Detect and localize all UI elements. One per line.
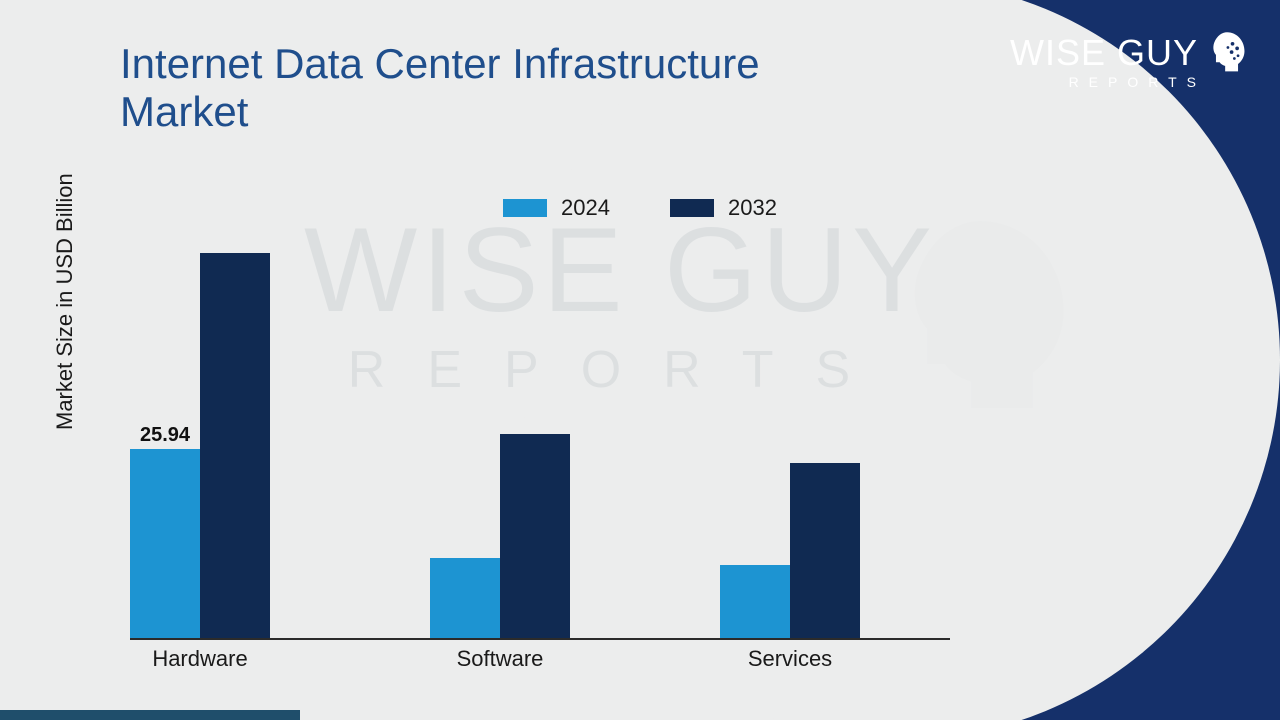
y-axis-label: Market Size in USD Billion <box>52 173 78 430</box>
category-label: Software <box>457 646 544 672</box>
bottom-accent-bar <box>0 710 300 720</box>
category-label: Services <box>748 646 832 672</box>
brand-logo: WISE GUY REPORTS <box>990 30 1250 90</box>
category-label: Hardware <box>152 646 247 672</box>
bar-2024-hardware <box>130 449 200 638</box>
bar-2024-software <box>430 558 500 638</box>
legend-swatch-2032 <box>670 199 714 217</box>
brand-logo-text1: WISE GUY <box>1010 32 1198 74</box>
legend-label-2024: 2024 <box>561 195 610 221</box>
bar-2032-services <box>790 463 860 638</box>
legend-swatch-2024 <box>503 199 547 217</box>
brand-logo-line1: WISE GUY <box>990 30 1250 76</box>
brand-head-icon <box>1204 30 1250 76</box>
legend-item-2024: 2024 <box>503 195 610 221</box>
chart-title: Internet Data Center Infrastructure Mark… <box>120 40 880 137</box>
chart-legend: 2024 2032 <box>0 195 1280 221</box>
legend-item-2032: 2032 <box>670 195 777 221</box>
bar-2024-services <box>720 565 790 638</box>
bar-value-label: 25.94 <box>125 424 205 447</box>
brand-logo-line2: REPORTS <box>990 74 1250 90</box>
bar-2032-software <box>500 434 570 638</box>
x-axis-line <box>130 638 950 640</box>
legend-label-2032: 2032 <box>728 195 777 221</box>
bar-2032-hardware <box>200 253 270 638</box>
plot-area: 25.94HardwareSoftwareServices <box>130 240 950 640</box>
chart-canvas: Internet Data Center Infrastructure Mark… <box>0 0 1280 720</box>
